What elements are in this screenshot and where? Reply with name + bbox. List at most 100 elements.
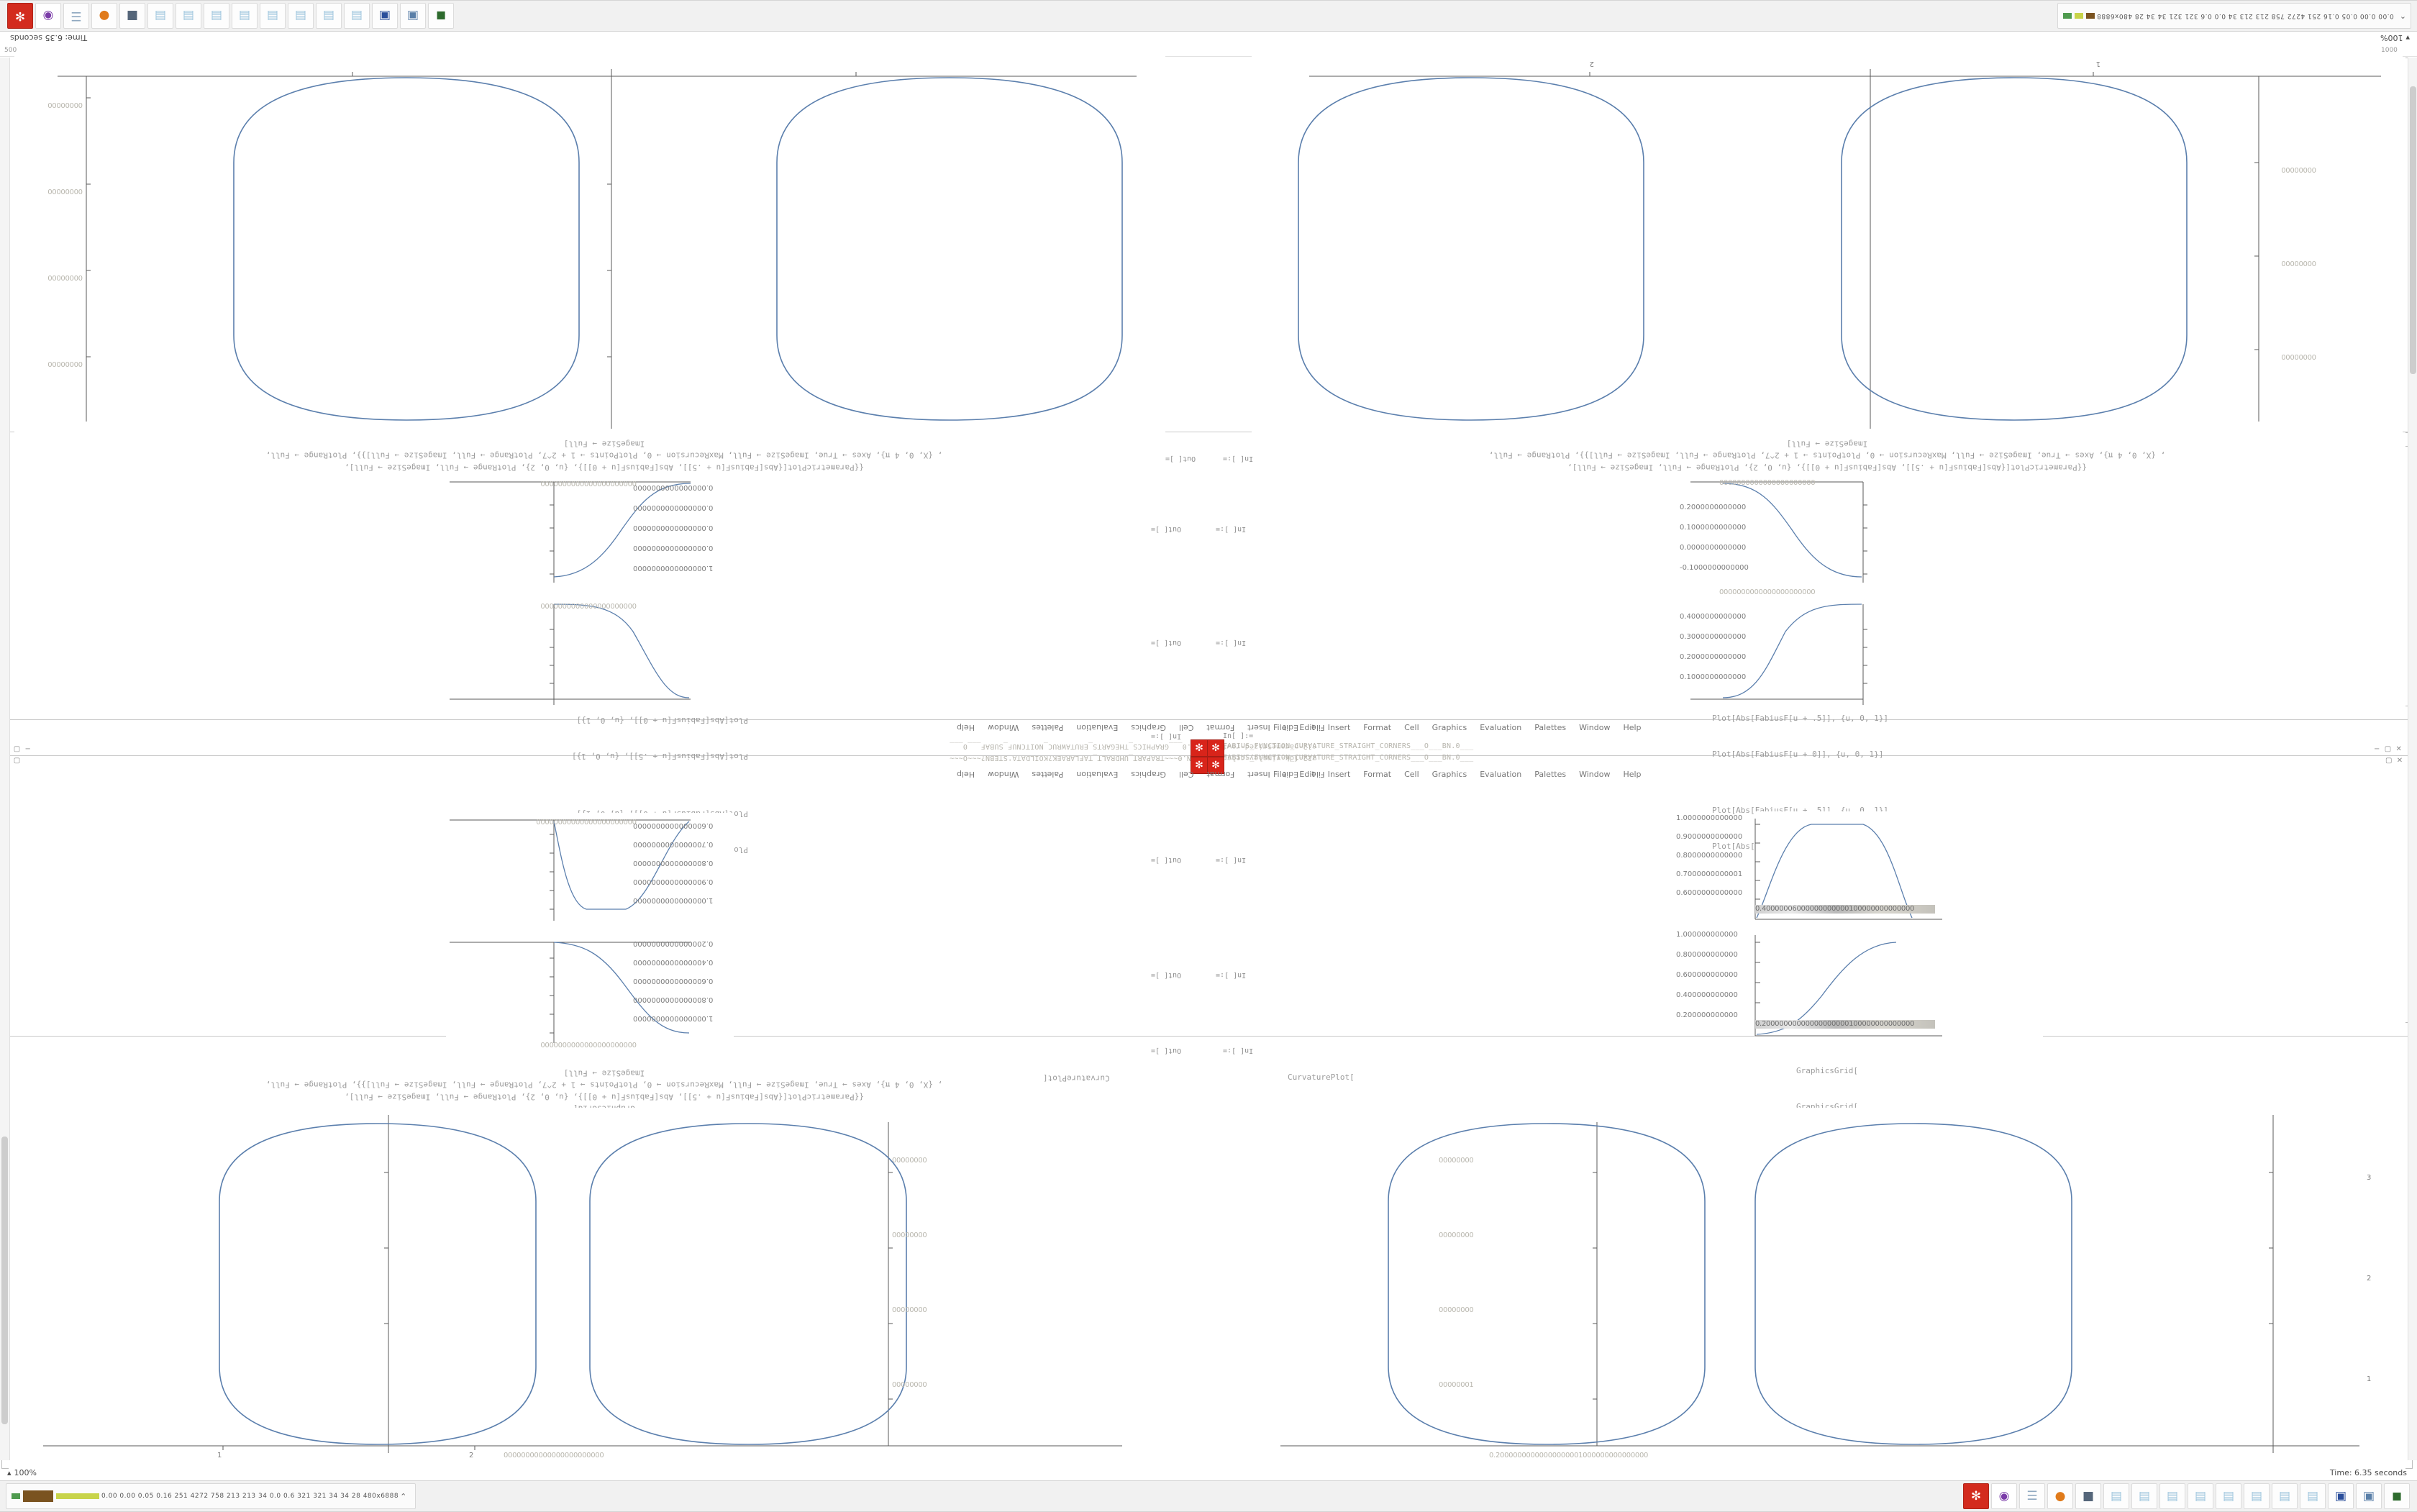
menu-item-palettes-4[interactable]: Palettes bbox=[1534, 770, 1567, 779]
menu-item-format-4[interactable]: Format bbox=[1363, 770, 1392, 779]
menu-item-help-3[interactable]: Help bbox=[957, 770, 975, 779]
scrollbar-left[interactable] bbox=[0, 58, 10, 1460]
notebook-icon-1-b[interactable]: ▤ bbox=[2103, 1483, 2129, 1509]
system-tray-bottom[interactable]: 0.00 0.00 0.05 0.16 251 4272 758 213 213… bbox=[6, 1483, 417, 1509]
screen-capture-icon-b[interactable]: ■ bbox=[2075, 1483, 2101, 1509]
purple-app-icon[interactable]: ◉ bbox=[35, 3, 61, 29]
function-bar-normal-b: FABIUS_FUNCTION_CURVATURE_STRAIGHT_CORNE… bbox=[1223, 754, 1474, 762]
menu-item-cell[interactable]: Cell bbox=[1178, 723, 1194, 732]
menu-item-evaluation[interactable]: Evaluation bbox=[1076, 723, 1119, 732]
document-icon-b[interactable]: ☰ bbox=[2019, 1483, 2045, 1509]
menu-item-cell-2[interactable]: Cell bbox=[1404, 723, 1419, 732]
notebook-icon-8[interactable]: ▤ bbox=[344, 3, 370, 29]
menubar-bottom-flipped[interactable]: File Edit Insert Format Cell Graphics Ev… bbox=[957, 770, 1325, 779]
notebook-icon-4-b[interactable]: ▤ bbox=[2188, 1483, 2213, 1509]
notebook-icon-5[interactable]: ▤ bbox=[260, 3, 286, 29]
notebook-icon-1[interactable]: ▤ bbox=[147, 3, 173, 29]
menu-item-help-4[interactable]: Help bbox=[1623, 770, 1642, 779]
wolfram-icon-b[interactable]: ✻ bbox=[1963, 1483, 1989, 1509]
taskbar-top[interactable]: ⌃ 0.00 0.00 0.05 0.16 251 4272 758 213 2… bbox=[0, 0, 2417, 32]
zoom-caret-icon[interactable]: ▾ bbox=[2405, 33, 2410, 43]
notebook-icon-7[interactable]: ▤ bbox=[316, 3, 342, 29]
window-controls-left[interactable]: ✕ ▢ − bbox=[3, 745, 31, 753]
menu-item-insert-4[interactable]: Insert bbox=[1327, 770, 1351, 779]
firefox-icon[interactable]: ● bbox=[91, 3, 117, 29]
menubar-bottom-normal[interactable]: File Edit Insert Format Cell Graphics Ev… bbox=[1273, 770, 1642, 779]
menu-item-window[interactable]: Window bbox=[988, 723, 1019, 732]
window-controls-left-2[interactable]: ✕ ▢ bbox=[3, 757, 21, 765]
zoom-caret-icon-bottom[interactable]: ▴ bbox=[7, 1467, 12, 1477]
notebook-icon-2-b[interactable]: ▤ bbox=[2131, 1483, 2157, 1509]
scrollbar-right[interactable] bbox=[2408, 58, 2417, 1460]
menu-item-insert[interactable]: Insert bbox=[1247, 723, 1270, 732]
tray-chevron-icon-bottom[interactable]: ⌃ bbox=[400, 1491, 407, 1501]
window-controls-right[interactable]: − ▢ ✕ bbox=[2374, 745, 2402, 753]
menu-item-graphics-4[interactable]: Graphics bbox=[1431, 770, 1467, 779]
menu-item-edit-4[interactable]: Edit bbox=[1299, 770, 1315, 779]
menu-item-evaluation-3[interactable]: Evaluation bbox=[1076, 770, 1119, 779]
wolfram-badge-1[interactable]: ✻ bbox=[1191, 739, 1208, 757]
menu-item-insert-3[interactable]: Insert bbox=[1247, 770, 1270, 779]
notebook-icon-3[interactable]: ▤ bbox=[204, 3, 229, 29]
menu-item-graphics-3[interactable]: Graphics bbox=[1131, 770, 1166, 779]
menu-item-graphics-2[interactable]: Graphics bbox=[1431, 723, 1467, 732]
taskbar-icons-top[interactable]: ◼ ▣ ▣ ▤ ▤ ▤ ▤ ▤ ▤ ▤ ▤ ■ ● ☰ ◉ ✻ bbox=[7, 3, 454, 29]
menu-item-edit-2[interactable]: Edit bbox=[1299, 723, 1315, 732]
screen-capture-icon[interactable]: ■ bbox=[119, 3, 145, 29]
menu-item-palettes[interactable]: Palettes bbox=[1032, 723, 1064, 732]
terminal-icon-b[interactable]: ◼ bbox=[2384, 1483, 2410, 1509]
notebook-icon-6[interactable]: ▤ bbox=[288, 3, 314, 29]
wolfram-badge-3[interactable]: ✻ bbox=[1191, 757, 1208, 774]
purple-app-icon-b[interactable]: ◉ bbox=[1991, 1483, 2017, 1509]
tray-swatch-green-b bbox=[12, 1493, 20, 1499]
menu-item-evaluation-4[interactable]: Evaluation bbox=[1480, 770, 1522, 779]
monitor-icon-b[interactable]: ▣ bbox=[2356, 1483, 2382, 1509]
in-label-bottom: In[ ]:= bbox=[1223, 1047, 1254, 1055]
notebook-icon-5-b[interactable]: ▤ bbox=[2216, 1483, 2241, 1509]
notebook-icon-3-b[interactable]: ▤ bbox=[2159, 1483, 2185, 1509]
menu-item-palettes-3[interactable]: Palettes bbox=[1032, 770, 1064, 779]
status-zoom-top[interactable]: ▾ 100% bbox=[2380, 34, 2417, 43]
save-icon[interactable]: ▣ bbox=[372, 3, 398, 29]
notebook-icon-8-b[interactable]: ▤ bbox=[2300, 1483, 2326, 1509]
menu-item-cell-4[interactable]: Cell bbox=[1404, 770, 1419, 779]
taskbar-icons-bottom[interactable]: ✻ ◉ ☰ ● ■ ▤ ▤ ▤ ▤ ▤ ▤ ▤ ▤ ▣ ▣ ◼ bbox=[1963, 1483, 2410, 1509]
status-time-bottom: Time: 6.35 seconds bbox=[2330, 1468, 2417, 1477]
menu-item-window-4[interactable]: Window bbox=[1579, 770, 1611, 779]
menu-item-graphics[interactable]: Graphics bbox=[1131, 723, 1166, 732]
status-zoom-bottom[interactable]: ▴ 100% bbox=[0, 1468, 37, 1477]
scrollbar-thumb-left[interactable] bbox=[1, 1137, 8, 1424]
menubar-top-flipped[interactable]: File Edit Insert Format Cell Graphics Ev… bbox=[957, 723, 1325, 732]
scrollbar-thumb-right[interactable] bbox=[2410, 86, 2416, 374]
wolfram-icon[interactable]: ✻ bbox=[7, 3, 33, 29]
menubar-top-normal[interactable]: File Edit Insert Format Cell Graphics Ev… bbox=[1273, 723, 1642, 732]
notebook-icon-6-b[interactable]: ▤ bbox=[2244, 1483, 2270, 1509]
terminal-icon[interactable]: ◼ bbox=[428, 3, 454, 29]
menu-item-cell-3[interactable]: Cell bbox=[1178, 770, 1194, 779]
menu-item-file-4[interactable]: File bbox=[1273, 770, 1287, 779]
menu-item-insert-2[interactable]: Insert bbox=[1327, 723, 1351, 732]
document-icon[interactable]: ☰ bbox=[63, 3, 89, 29]
menu-item-window-3[interactable]: Window bbox=[988, 770, 1019, 779]
menu-item-format-3[interactable]: Format bbox=[1206, 770, 1235, 779]
taskbar-bottom[interactable]: 0.00 0.00 0.05 0.16 251 4272 758 213 213… bbox=[0, 1480, 2417, 1512]
notebook-icon-7-b[interactable]: ▤ bbox=[2272, 1483, 2298, 1509]
menu-item-format-2[interactable]: Format bbox=[1363, 723, 1392, 732]
wolfram-badge-4[interactable]: ✻ bbox=[1207, 757, 1224, 774]
save-icon-b[interactable]: ▣ bbox=[2328, 1483, 2354, 1509]
menu-item-palettes-2[interactable]: Palettes bbox=[1534, 723, 1567, 732]
monitor-icon[interactable]: ▣ bbox=[400, 3, 426, 29]
menu-item-window-2[interactable]: Window bbox=[1579, 723, 1611, 732]
notebook-icon-4[interactable]: ▤ bbox=[232, 3, 258, 29]
window-controls-right-2[interactable]: ▢ ✕ bbox=[2385, 757, 2403, 765]
menu-item-format[interactable]: Format bbox=[1206, 723, 1235, 732]
wolfram-badge-2[interactable]: ✻ bbox=[1207, 739, 1224, 757]
firefox-icon-b[interactable]: ● bbox=[2047, 1483, 2073, 1509]
tray-chevron-icon[interactable]: ⌃ bbox=[2399, 11, 2406, 21]
system-tray-top[interactable]: ⌃ 0.00 0.00 0.05 0.16 251 4272 758 213 2… bbox=[2057, 3, 2411, 29]
notebook-icon-2[interactable]: ▤ bbox=[176, 3, 201, 29]
menu-item-evaluation-2[interactable]: Evaluation bbox=[1480, 723, 1522, 732]
menu-item-help-2[interactable]: Help bbox=[1623, 723, 1642, 732]
menu-item-file-2[interactable]: File bbox=[1273, 723, 1287, 732]
menu-item-help[interactable]: Help bbox=[957, 723, 975, 732]
